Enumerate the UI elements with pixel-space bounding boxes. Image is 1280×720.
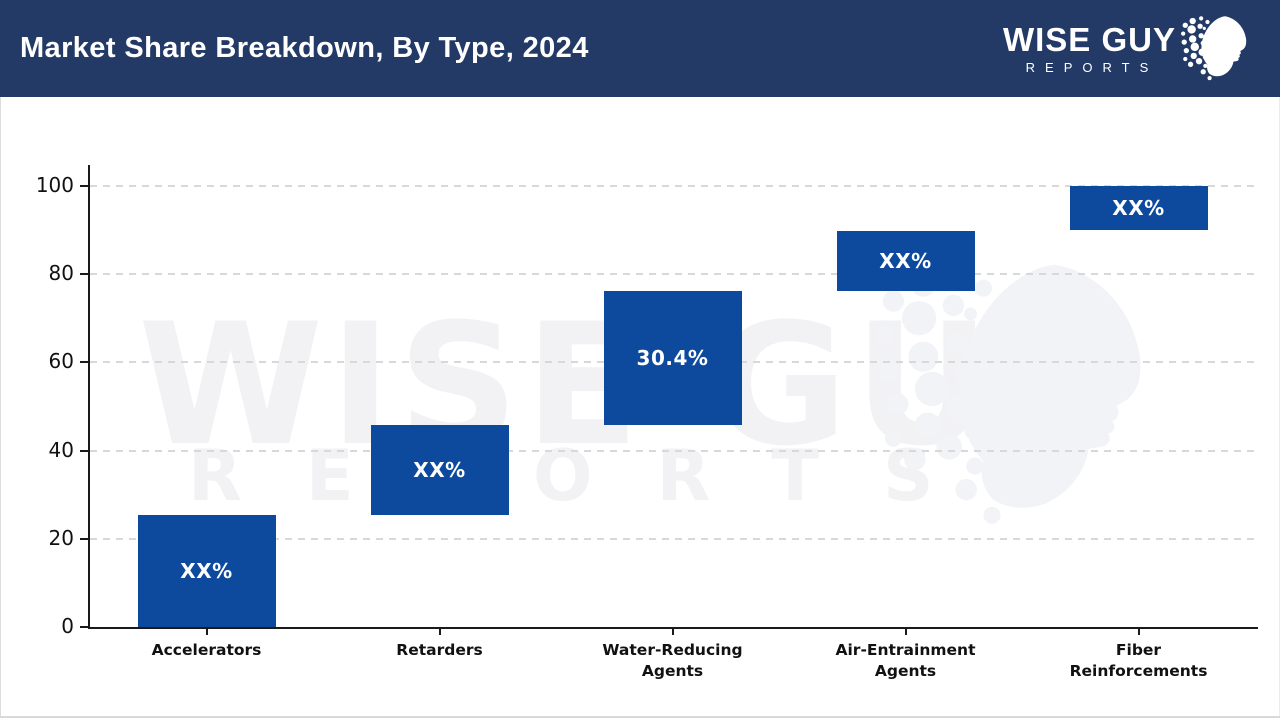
logo-text: WISE GUY REPORTS xyxy=(1002,20,1176,75)
gridline xyxy=(90,449,1255,452)
bar: 30.4% xyxy=(603,291,742,426)
logo-face-icon xyxy=(1180,8,1254,90)
category-label: Retarders xyxy=(325,640,555,661)
category-label: Fiber Reinforcements xyxy=(1024,640,1254,682)
bar: XX% xyxy=(836,230,975,291)
y-tick-label: 60 xyxy=(48,349,74,374)
bar-value-label: XX% xyxy=(1112,195,1165,220)
category-label: Air-Entrainment Agents xyxy=(791,640,1021,682)
logo-name: WISE GUY xyxy=(1002,20,1176,58)
x-tick-mark xyxy=(1137,629,1140,635)
y-tick-mark xyxy=(80,185,88,187)
category-label-line: Agents xyxy=(874,662,937,680)
bar-value-label: XX% xyxy=(180,558,233,583)
footer-divider xyxy=(0,716,1280,718)
category-label-line: Reinforcements xyxy=(1069,662,1208,680)
y-tick-mark xyxy=(80,273,88,276)
watermark-text-2: REPORTS xyxy=(188,435,998,517)
category-label-line: Retarders xyxy=(396,641,483,659)
bar: XX% xyxy=(1069,186,1208,230)
x-tick-mark xyxy=(205,629,208,635)
left-border xyxy=(0,97,1,718)
y-tick-label: 80 xyxy=(48,261,74,286)
category-label-line: Air-Entrainment xyxy=(835,641,976,659)
y-tick-label: 0 xyxy=(61,614,74,638)
gridline xyxy=(90,273,1255,276)
x-tick-mark xyxy=(671,629,674,635)
wiseguy-logo: WISE GUY REPORTS xyxy=(1003,8,1254,90)
x-axis-line xyxy=(88,627,1258,629)
gridline xyxy=(90,537,1255,540)
x-tick-mark xyxy=(438,629,441,635)
y-tick-label: 20 xyxy=(48,525,74,550)
category-label: Accelerators xyxy=(92,640,322,661)
category-label-line: Fiber xyxy=(1115,641,1162,659)
y-tick-mark xyxy=(80,626,88,628)
page-title: Market Share Breakdown, By Type, 2024 xyxy=(20,32,589,64)
x-tick-mark xyxy=(904,629,907,635)
bar: XX% xyxy=(137,514,276,627)
category-label-line: Agents xyxy=(641,662,704,680)
gridline xyxy=(90,185,1255,187)
y-tick-mark xyxy=(80,449,88,452)
bar-value-label: 30.4% xyxy=(636,346,709,371)
header-bar: Market Share Breakdown, By Type, 2024 WI… xyxy=(0,0,1280,97)
y-tick-label: 100 xyxy=(35,173,74,197)
y-axis-line xyxy=(88,165,90,628)
y-tick-mark xyxy=(80,537,88,540)
bar: XX% xyxy=(370,425,509,515)
chart-area: WISE GUY REPORTS 020406080100XX%Accelera… xyxy=(0,97,1280,720)
bar-value-label: XX% xyxy=(413,457,466,482)
logo-subtitle: REPORTS xyxy=(1025,59,1159,75)
category-label: Water-Reducing Agents xyxy=(558,640,788,682)
category-label-line: Accelerators xyxy=(151,641,262,659)
category-label-line: Water-Reducing xyxy=(602,641,743,659)
bar-value-label: XX% xyxy=(879,248,932,273)
y-tick-mark xyxy=(80,361,88,364)
y-tick-label: 40 xyxy=(48,437,74,462)
